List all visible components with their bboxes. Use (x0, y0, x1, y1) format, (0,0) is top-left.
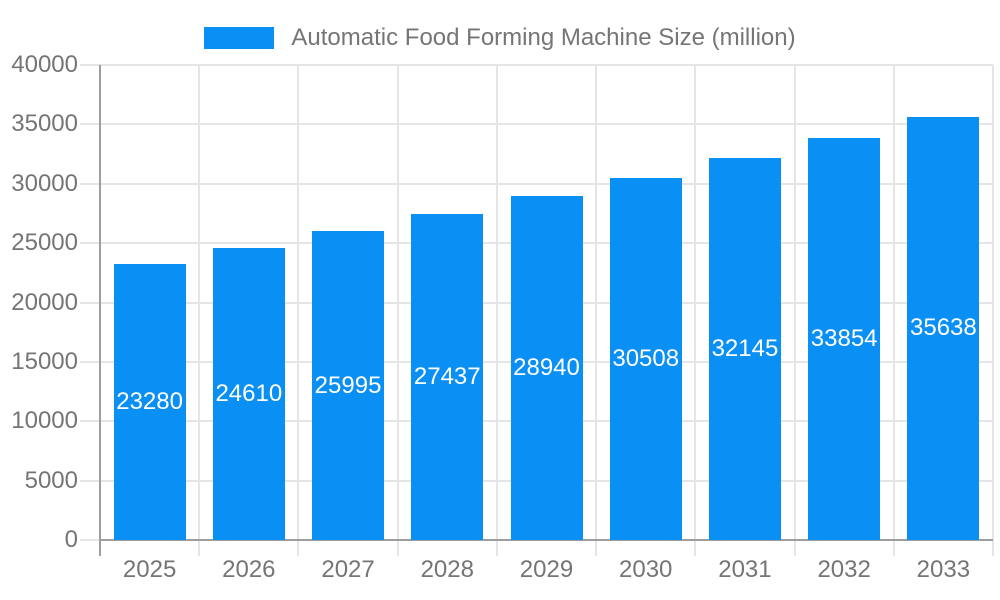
y-axis-label: 35000 (11, 110, 78, 138)
x-axis-label: 2030 (619, 556, 673, 583)
x-axis-line (100, 539, 993, 541)
bar-2025 (113, 263, 186, 540)
y-axis-line (99, 65, 101, 556)
bar-value-label: 32145 (711, 335, 779, 363)
bar-value-label: 23280 (116, 387, 183, 415)
x-axis-label: 2029 (519, 556, 574, 583)
bar-2028 (411, 214, 484, 540)
bar-2031 (708, 158, 781, 540)
legend-label: Automatic Food Forming Machine Size (mil… (291, 24, 796, 51)
x-gridline (892, 65, 895, 556)
bar-value-label: 24610 (215, 379, 283, 407)
bar-2032 (808, 137, 881, 540)
bar-value-label: 33854 (810, 324, 878, 352)
bar-value-label: 25995 (314, 371, 382, 399)
bar-2029 (510, 196, 583, 540)
legend-swatch (204, 27, 275, 49)
y-axis-label: 25000 (11, 229, 78, 257)
y-gridline (80, 182, 993, 185)
y-axis-label: 0 (64, 526, 78, 553)
y-gridline (80, 123, 993, 126)
y-axis-label: 30000 (11, 169, 78, 197)
x-axis-label: 2025 (122, 556, 177, 583)
x-gridline (694, 65, 697, 556)
x-axis-label: 2033 (916, 556, 971, 583)
x-axis-label: 2032 (817, 556, 871, 583)
x-axis-label: 2031 (718, 556, 772, 583)
x-axis-label: 2026 (222, 556, 276, 583)
x-gridline (297, 65, 300, 556)
x-axis-label: 2027 (321, 556, 375, 583)
x-gridline (396, 65, 399, 556)
y-gridline (80, 64, 993, 66)
x-gridline (793, 65, 796, 556)
bar-value-label: 35638 (910, 314, 977, 342)
bar-2027 (312, 231, 385, 540)
x-gridline (595, 65, 598, 556)
x-gridline (198, 65, 201, 556)
y-axis-label: 40000 (11, 51, 78, 78)
bar-2033 (907, 116, 980, 540)
y-axis-label: 20000 (11, 288, 78, 316)
y-axis-label: 5000 (24, 466, 78, 494)
y-axis-label: 15000 (11, 347, 78, 375)
bar-value-label: 28940 (513, 354, 580, 382)
bar-2026 (212, 247, 285, 540)
x-gridline (992, 65, 994, 556)
bar-value-label: 27437 (413, 363, 481, 391)
y-axis-label: 10000 (11, 407, 78, 435)
bar-2030 (609, 177, 682, 540)
chart-legend[interactable]: Automatic Food Forming Machine Size (mil… (0, 24, 1000, 52)
bar-value-label: 30508 (612, 344, 680, 372)
x-gridline (495, 65, 498, 556)
x-axis-label: 2028 (420, 556, 474, 583)
